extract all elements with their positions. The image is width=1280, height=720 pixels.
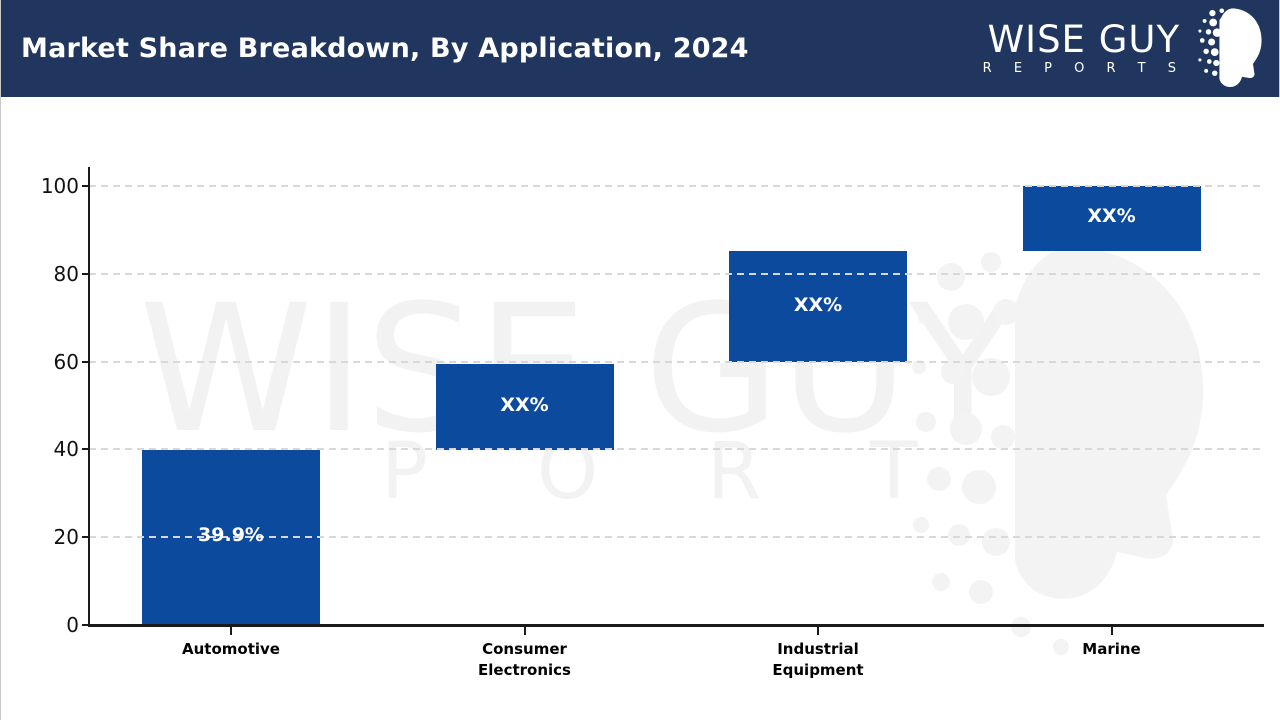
- x-tick-mark-4: [1110, 627, 1113, 635]
- y-axis-line: [88, 167, 90, 626]
- gridline-20: [89, 536, 1264, 539]
- x-tick-label-industrial-equipment: Industrial Equipment: [708, 639, 928, 681]
- bar-value-label: XX%: [793, 293, 843, 316]
- gridline-80: [89, 272, 1264, 275]
- y-tick-mark-60: [82, 360, 89, 363]
- y-tick-label-80: 80: [53, 261, 79, 286]
- x-tick-mark-3: [817, 627, 819, 635]
- bar-industrial-equipment: [729, 251, 907, 363]
- gridline-100: [89, 185, 1264, 187]
- x-tick-label-line: Electronics: [478, 661, 571, 679]
- y-tick-label-60: 60: [53, 349, 79, 374]
- y-tick-mark-100: [82, 185, 89, 187]
- gridline-40: [89, 448, 1264, 451]
- y-tick-mark-80: [82, 272, 89, 275]
- bar-value-label: XX%: [500, 394, 549, 417]
- watermark-head-graphic: [912, 246, 1204, 655]
- y-tick-label-100: 100: [40, 174, 79, 198]
- logo-subtext: R E P O R T S: [982, 61, 1185, 76]
- x-tick-mark-2: [523, 627, 526, 635]
- x-axis-line: [88, 624, 1264, 627]
- bar-value-label: 39.9%: [198, 524, 264, 547]
- logo-text: WISE GUY R E P O R T S: [982, 18, 1185, 77]
- chart-title: Market Share Breakdown, By Application, …: [21, 33, 749, 64]
- x-tick-label-line: Automotive: [182, 640, 280, 658]
- y-tick-mark-0: [82, 624, 89, 626]
- x-tick-mark-1: [230, 627, 232, 635]
- x-tick-label-line: Consumer: [482, 640, 567, 658]
- logo-wordmark: WISE GUY: [987, 18, 1181, 61]
- bar-marine: [1022, 186, 1201, 251]
- y-tick-label-20: 20: [53, 525, 79, 550]
- x-tick-label-line: Equipment: [772, 661, 864, 679]
- x-tick-label-consumer-electronics: Consumer Electronics: [415, 639, 635, 681]
- y-tick-mark-40: [82, 448, 89, 451]
- chart-area: WISE GUY P O R T S 0 20 40 60 80 100 39.9% XX% X…: [1, 97, 1280, 720]
- x-tick-label-line: Industrial: [777, 640, 859, 658]
- logo-head-icon: [1198, 7, 1262, 87]
- x-tick-label-automotive: Automotive: [121, 639, 341, 660]
- y-tick-mark-20: [82, 536, 89, 539]
- bar-consumer-electronics: [435, 364, 614, 450]
- y-tick-label-0: 0: [66, 613, 79, 637]
- wiseguy-logo: WISE GUY R E P O R T S: [983, 5, 1279, 93]
- x-tick-label-line: Marine: [1082, 640, 1141, 658]
- y-tick-label-40: 40: [53, 437, 79, 462]
- header-bar: Market Share Breakdown, By Application, …: [1, 0, 1279, 97]
- x-tick-label-marine: Marine: [1002, 639, 1222, 660]
- gridline-60: [89, 360, 1264, 363]
- bar-value-label: XX%: [1087, 205, 1136, 228]
